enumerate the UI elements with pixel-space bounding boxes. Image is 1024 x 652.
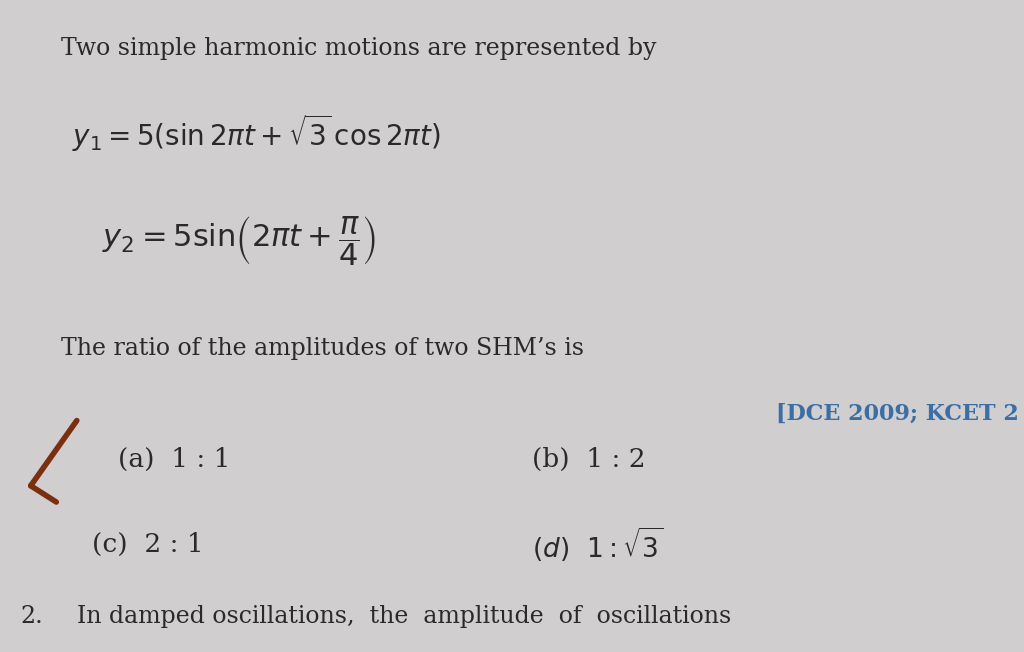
Text: Two simple harmonic motions are represented by: Two simple harmonic motions are represen… xyxy=(61,37,657,61)
Text: $y_2 = 5\sin\!\left(2\pi t + \dfrac{\pi}{4}\right)$: $y_2 = 5\sin\!\left(2\pi t + \dfrac{\pi}… xyxy=(102,215,377,268)
Text: The ratio of the amplitudes of two SHM’s is: The ratio of the amplitudes of two SHM’s… xyxy=(61,337,585,361)
Text: $y_1 = 5(\sin 2\pi t + \sqrt{3}\,\cos 2\pi t)$: $y_1 = 5(\sin 2\pi t + \sqrt{3}\,\cos 2\… xyxy=(72,113,440,155)
Text: In damped oscillations,  the  amplitude  of  oscillations: In damped oscillations, the amplitude of… xyxy=(77,604,731,628)
Text: (a)  1 : 1: (a) 1 : 1 xyxy=(118,447,230,472)
Text: (c)  2 : 1: (c) 2 : 1 xyxy=(92,532,204,557)
Text: [DCE 2009; KCET 2: [DCE 2009; KCET 2 xyxy=(776,403,1019,425)
Text: $(d)\ \ 1:\sqrt{3}$: $(d)\ \ 1:\sqrt{3}$ xyxy=(532,525,665,564)
Text: 2.: 2. xyxy=(20,604,43,628)
Text: (b)  1 : 2: (b) 1 : 2 xyxy=(532,447,646,472)
